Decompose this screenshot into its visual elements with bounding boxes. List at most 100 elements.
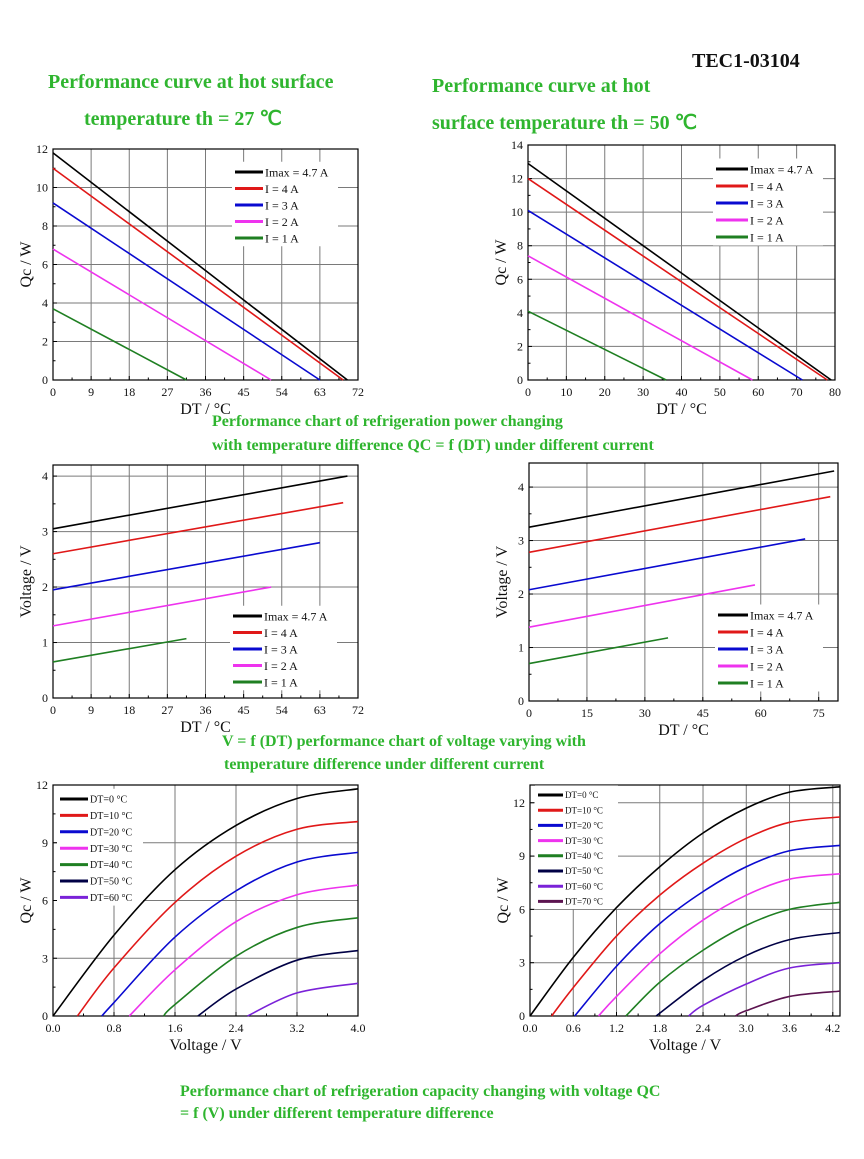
series-line xyxy=(528,470,835,528)
y-tick-label: 6 xyxy=(42,258,48,272)
series-line xyxy=(52,167,344,381)
legend-label: DT=30 °C xyxy=(90,844,132,855)
y-axis-label: Voltage / V xyxy=(494,545,511,618)
legend-label: DT=60 °C xyxy=(565,881,603,891)
y-tick-label: 3 xyxy=(42,525,48,539)
y-axis-label: Qc / W xyxy=(493,239,510,286)
y-tick-label: 0 xyxy=(42,373,48,387)
x-tick-label: 72 xyxy=(352,703,364,717)
y-tick-label: 1 xyxy=(42,636,48,650)
x-tick-label: 0.0 xyxy=(523,1021,538,1035)
x-tick-label: 1.2 xyxy=(609,1021,624,1035)
series-line xyxy=(52,308,187,381)
series-line xyxy=(597,873,841,1017)
x-tick-label: 0.8 xyxy=(107,1021,122,1035)
model-number: TEC1-03104 xyxy=(692,50,800,72)
x-tick-label: 45 xyxy=(697,706,709,720)
y-tick-label: 0 xyxy=(518,694,524,708)
title-left-line1: Performance curve at hot surface xyxy=(48,71,334,93)
chart-v-dt-27: 0 9 18 27 36 45 54 63 72 0 1 2 3 4 DT / °C Voltage / V I… xyxy=(18,464,364,736)
series-line xyxy=(128,884,359,1017)
legend-label: DT=50 °C xyxy=(565,866,603,876)
series-line xyxy=(528,637,669,665)
x-tick-label: 2.4 xyxy=(229,1021,244,1035)
legend-label: DT=0 °C xyxy=(565,790,598,800)
legend-label: DT=10 °C xyxy=(90,811,132,822)
caption-qc-v-line2: = f (V) under different temperature diff… xyxy=(180,1105,494,1122)
y-tick-label: 1 xyxy=(518,641,524,655)
legend-label: DT=60 °C xyxy=(90,893,132,904)
y-axis-label: Qc / W xyxy=(18,241,35,288)
y-tick-label: 3 xyxy=(519,956,525,970)
y-tick-label: 6 xyxy=(519,902,525,916)
x-tick-label: 2.4 xyxy=(696,1021,711,1035)
legend: DT=0 °C DT=10 °C DT=20 °C DT=30 °C DT=40 °C D… xyxy=(535,785,618,909)
caption-qc-dt-line1: Performance chart of refrigeration power… xyxy=(212,413,563,430)
plot-frame xyxy=(52,464,359,699)
x-axis-label: DT / °C xyxy=(180,719,231,736)
y-tick-label: 4 xyxy=(517,306,523,320)
legend-label: Imax = 4.7 A xyxy=(265,165,329,179)
legend-label: I = 1 A xyxy=(264,675,298,689)
x-tick-label: 3.6 xyxy=(782,1021,797,1035)
legend-label: DT=30 °C xyxy=(565,836,603,846)
y-tick-label: 6 xyxy=(517,272,523,286)
series-line xyxy=(527,177,828,381)
x-tick-label: 36 xyxy=(200,385,212,399)
y-tick-label: 2 xyxy=(518,587,524,601)
series-line xyxy=(527,162,832,381)
x-tick-label: 18 xyxy=(123,703,135,717)
x-tick-label: 0.0 xyxy=(46,1021,61,1035)
x-tick-label: 40 xyxy=(676,385,688,399)
legend-label: DT=40 °C xyxy=(90,860,132,871)
legend-label: I = 3 A xyxy=(750,642,784,656)
series-line xyxy=(52,248,272,381)
series-line xyxy=(52,202,321,381)
series-line xyxy=(52,788,359,1017)
series-line xyxy=(52,637,187,663)
legend-label: I = 2 A xyxy=(750,213,784,227)
series-line xyxy=(688,961,841,1017)
x-tick-label: 27 xyxy=(161,703,173,717)
chart-qc-v-27: 0.0 0.8 1.6 2.4 3.2 4.0 0 3 6 9 12 Voltage / V Qc / … xyxy=(18,778,366,1054)
series-line xyxy=(735,990,841,1017)
legend-label: DT=50 °C xyxy=(90,877,132,888)
legend-background xyxy=(535,785,618,909)
series-line xyxy=(528,495,831,554)
series-line xyxy=(101,851,359,1017)
x-tick-label: 9 xyxy=(88,703,94,717)
x-tick-label: 20 xyxy=(599,385,611,399)
x-tick-label: 63 xyxy=(314,385,326,399)
legend-label: DT=0 °C xyxy=(90,795,127,806)
y-tick-label: 8 xyxy=(517,239,523,253)
x-tick-label: 18 xyxy=(123,385,135,399)
x-tick-label: 10 xyxy=(560,385,572,399)
y-tick-label: 0 xyxy=(42,691,48,705)
plot-frame xyxy=(528,462,839,702)
x-tick-label: 4.0 xyxy=(351,1021,366,1035)
x-tick-label: 36 xyxy=(200,703,212,717)
plot-frame xyxy=(52,148,359,381)
caption-v-dt-line2: temperature difference under different c… xyxy=(224,756,545,773)
series-line xyxy=(529,785,841,1017)
series-line xyxy=(527,209,803,381)
y-tick-label: 12 xyxy=(513,796,525,810)
y-tick-label: 2 xyxy=(42,335,48,349)
x-tick-label: 60 xyxy=(752,385,764,399)
legend-label: I = 3 A xyxy=(265,198,299,212)
x-tick-label: 3.2 xyxy=(290,1021,305,1035)
x-axis-label: Voltage / V xyxy=(169,1037,242,1054)
legend: Imax = 4.7 A I = 4 A I = 3 A I = 2 A I = 1 A xyxy=(232,161,338,247)
series-line xyxy=(655,931,841,1017)
legend-label: I = 4 A xyxy=(750,179,784,193)
x-tick-label: 9 xyxy=(88,385,94,399)
series-line xyxy=(625,901,841,1017)
x-axis-label: DT / °C xyxy=(180,401,231,418)
series-line xyxy=(574,844,841,1017)
caption-qc-dt-line2: with temperature difference QC = f (DT) … xyxy=(212,437,654,454)
legend-label: DT=10 °C xyxy=(565,805,603,815)
y-tick-label: 6 xyxy=(42,894,48,908)
legend-label: I = 3 A xyxy=(264,642,298,656)
x-axis-label: Voltage / V xyxy=(649,1037,722,1054)
chart-qc-dt-27: 0 9 18 27 36 45 54 63 72 0 2 4 6 8 10 12 DT / °C Qc / W Im… xyxy=(18,142,364,418)
